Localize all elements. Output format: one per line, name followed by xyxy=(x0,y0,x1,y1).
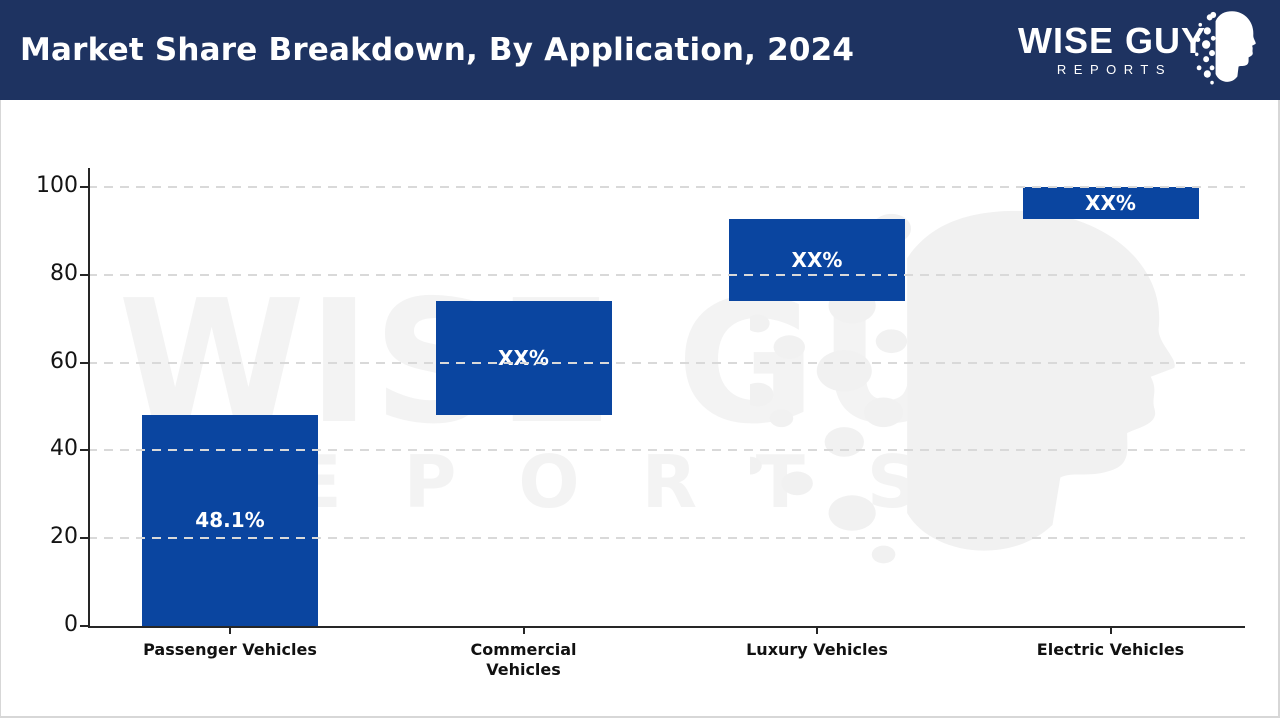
bar-value-label: XX% xyxy=(498,345,549,370)
y-tick-mark xyxy=(80,537,88,540)
gridline xyxy=(88,537,1245,540)
bar: XX% xyxy=(729,219,905,301)
x-tick-mark xyxy=(229,626,231,634)
y-tick-label: 60 xyxy=(50,348,78,374)
x-axis-line xyxy=(88,626,1245,628)
bar: XX% xyxy=(435,300,612,415)
bar-value-label: XX% xyxy=(1085,191,1136,216)
x-tick-mark xyxy=(522,626,525,634)
gridline xyxy=(88,273,1245,276)
y-tick-label: 0 xyxy=(64,612,78,637)
y-tick-label: 40 xyxy=(50,436,78,462)
header-bar: Market Share Breakdown, By Application, … xyxy=(0,0,1280,100)
y-tick-label: 80 xyxy=(50,260,78,286)
bar: 48.1% xyxy=(142,414,318,626)
bar-value-label: XX% xyxy=(791,248,843,273)
x-category-label: Commercial Vehicles xyxy=(470,640,577,679)
wiseguy-logo-sub: REPORTS xyxy=(1056,62,1173,77)
x-category-label: Luxury Vehicles xyxy=(746,640,888,659)
y-tick-mark xyxy=(80,625,88,627)
bar-value-label: 48.1% xyxy=(195,508,265,533)
y-tick-mark xyxy=(80,273,88,276)
y-tick-mark xyxy=(80,449,88,452)
wiseguy-logo: WISE GUY REPORTS xyxy=(1018,10,1258,90)
bar: XX% xyxy=(1022,187,1199,220)
x-category-label: Passenger Vehicles xyxy=(143,640,317,659)
wiseguy-face-icon xyxy=(1194,11,1256,85)
wiseguy-logo-name: WISE GUY xyxy=(1017,20,1206,61)
gridline xyxy=(88,361,1245,364)
x-tick-mark xyxy=(1109,626,1112,634)
page-title: Market Share Breakdown, By Application, … xyxy=(20,32,855,68)
wiseguy-logo-text: WISE GUY REPORTS xyxy=(1017,20,1206,78)
x-category-label: Electric Vehicles xyxy=(1036,640,1185,659)
y-tick-mark xyxy=(80,361,88,364)
y-tick-mark xyxy=(80,186,88,188)
y-tick-label: 100 xyxy=(36,173,78,198)
y-tick-label: 20 xyxy=(50,524,78,550)
x-tick-mark xyxy=(816,626,818,634)
gridline xyxy=(88,186,1245,188)
y-axis-line xyxy=(88,168,90,628)
gridline xyxy=(88,449,1245,452)
